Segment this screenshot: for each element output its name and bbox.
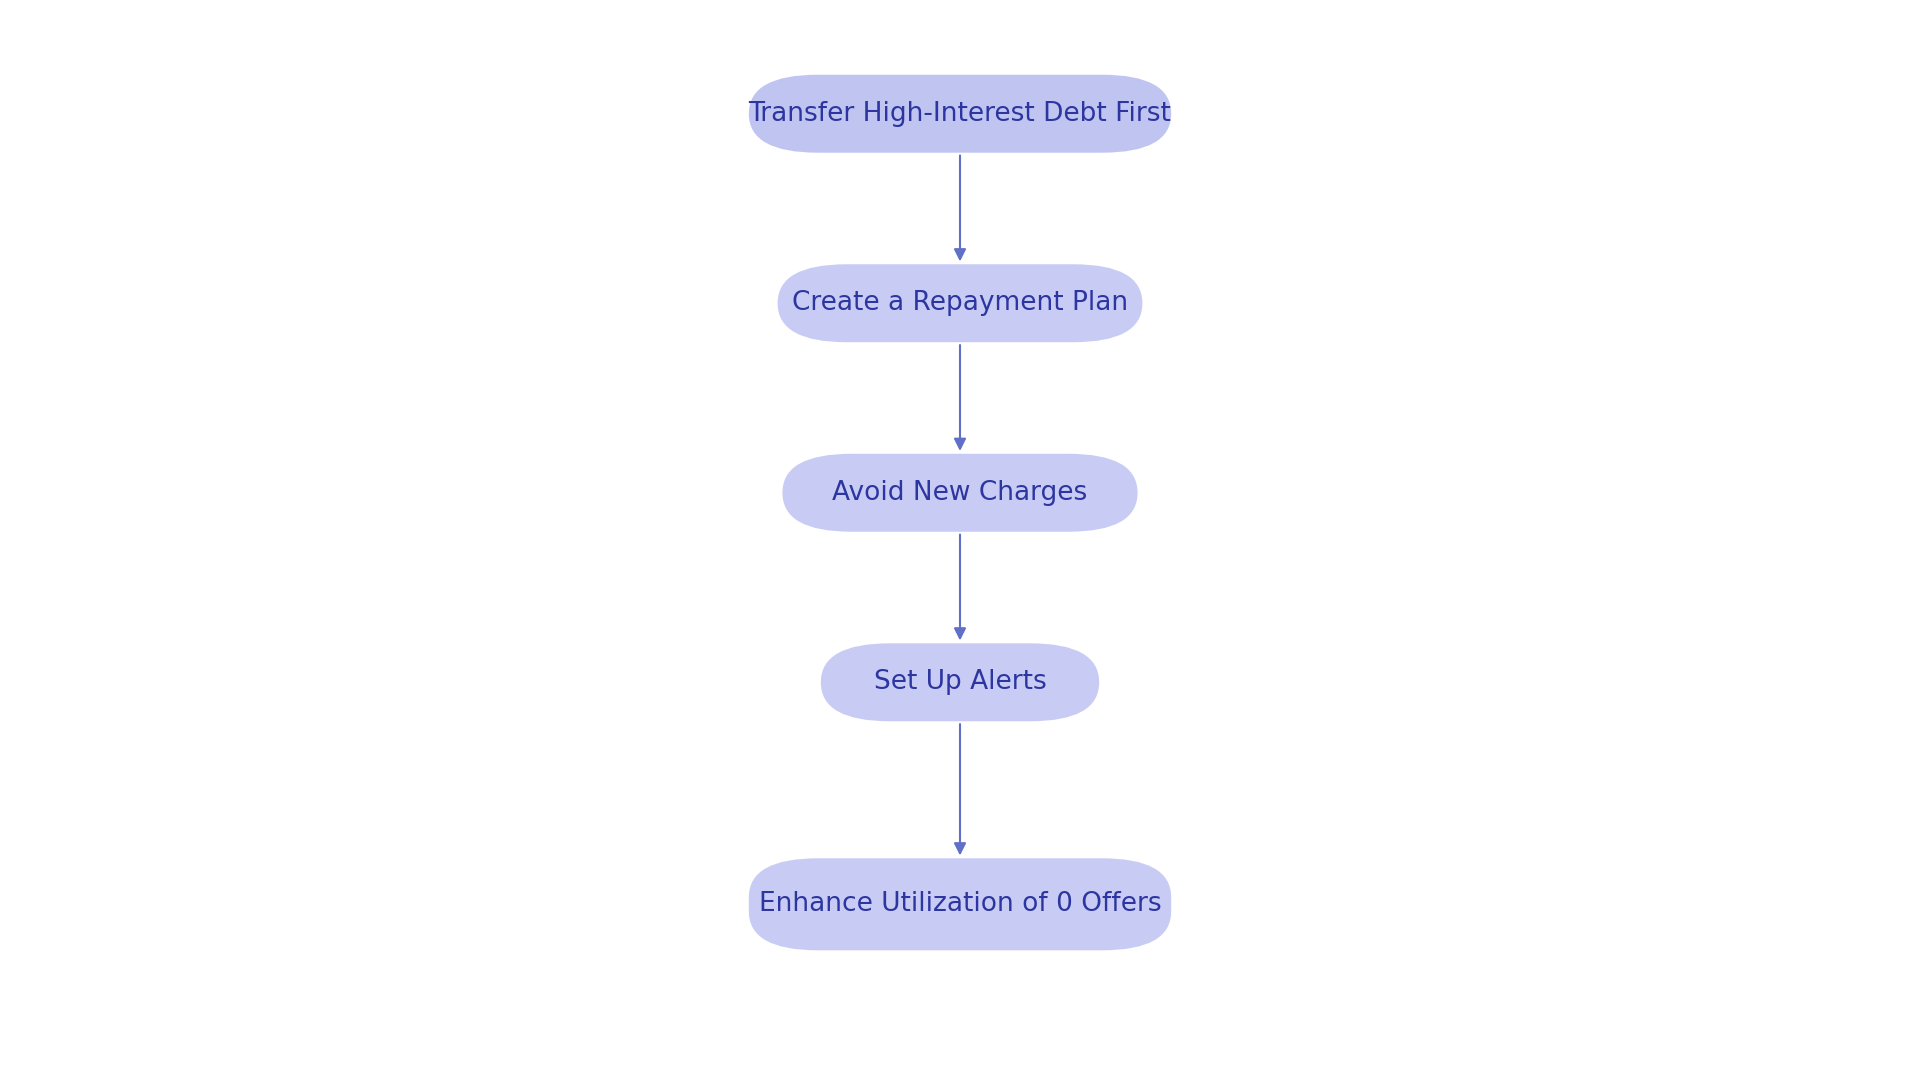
Text: Transfer High-Interest Debt First: Transfer High-Interest Debt First xyxy=(749,101,1171,127)
Text: Create a Repayment Plan: Create a Repayment Plan xyxy=(791,290,1129,316)
FancyBboxPatch shape xyxy=(749,75,1171,153)
FancyBboxPatch shape xyxy=(783,454,1137,532)
Text: Avoid New Charges: Avoid New Charges xyxy=(833,480,1087,506)
Text: Enhance Utilization of 0 Offers: Enhance Utilization of 0 Offers xyxy=(758,891,1162,917)
FancyBboxPatch shape xyxy=(749,858,1171,951)
Text: Set Up Alerts: Set Up Alerts xyxy=(874,669,1046,695)
FancyBboxPatch shape xyxy=(778,264,1142,342)
FancyBboxPatch shape xyxy=(822,643,1098,721)
